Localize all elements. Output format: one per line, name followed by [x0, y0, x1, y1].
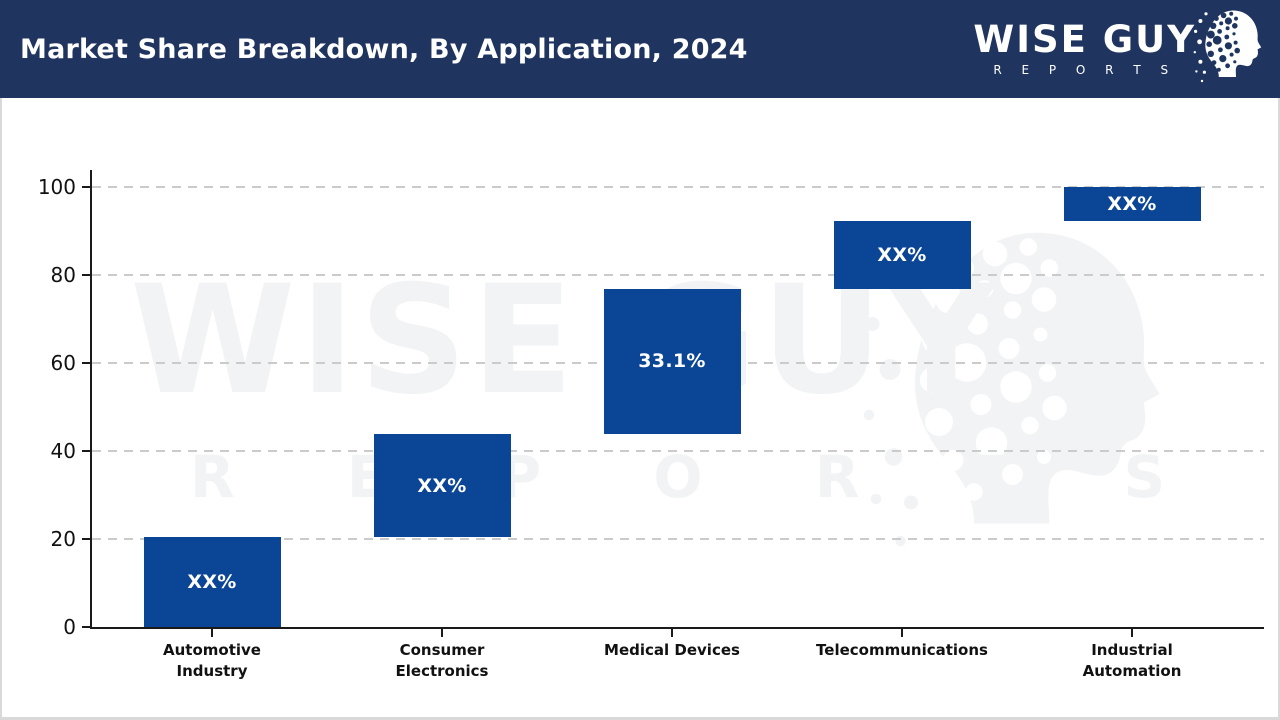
logo-head-icon — [1190, 5, 1270, 93]
bar-segment: XX% — [373, 434, 511, 538]
y-axis-line — [90, 170, 92, 629]
gridline-y-40 — [92, 450, 1264, 452]
bar-segment: XX% — [833, 220, 971, 289]
y-tick-mark — [82, 362, 90, 364]
x-tick-mark — [441, 629, 443, 637]
y-tick-label: 80 — [50, 263, 76, 287]
y-tick-label: 0 — [63, 615, 76, 639]
logo-tagline: R E P O R T S — [993, 63, 1177, 77]
y-tick-label: 60 — [50, 351, 76, 375]
chart-area: WISE GUY R E P O R T S 0 20 40 60 80 100 Autom… — [0, 98, 1280, 720]
x-tick-label: Telecommunications — [816, 641, 988, 659]
gridline-y-100 — [92, 186, 1264, 188]
bar-segment: 33.1% — [603, 288, 741, 435]
bar-value-label: XX% — [187, 571, 237, 594]
header: Market Share Breakdown, By Application, … — [0, 0, 1280, 98]
y-tick-mark — [82, 538, 90, 540]
bar-value-label: XX% — [417, 474, 467, 497]
y-tick-mark — [82, 186, 90, 188]
x-tick-label: Automotive Industry — [163, 641, 261, 680]
bar-value-label: 33.1% — [638, 350, 706, 373]
x-tick-mark — [211, 629, 213, 637]
x-tick-label: Industrial Automation — [1082, 641, 1182, 680]
x-tick-mark — [671, 629, 673, 637]
logo-wordmark-block: WISE GUY R E P O R T S — [973, 21, 1196, 77]
bar-value-label: XX% — [877, 243, 927, 266]
bar-value-label: XX% — [1107, 192, 1157, 215]
y-tick-label: 40 — [50, 439, 76, 463]
bar-segment: XX% — [1063, 187, 1201, 221]
wise-guy-logo: WISE GUY R E P O R T S — [973, 5, 1270, 93]
logo-wordmark: WISE GUY — [973, 18, 1196, 61]
gridline-y-80 — [92, 274, 1264, 276]
y-tick-mark — [82, 274, 90, 276]
y-tick-label: 100 — [37, 175, 76, 199]
x-tick-label: Medical Devices — [604, 641, 740, 659]
x-tick-mark — [901, 629, 903, 637]
x-tick-label: Consumer Electronics — [395, 641, 489, 680]
y-tick-mark — [82, 626, 90, 628]
gridline-y-20 — [92, 538, 1264, 540]
x-axis-line — [90, 627, 1264, 629]
x-tick-mark — [1131, 629, 1133, 637]
bar-segment: XX% — [143, 537, 281, 627]
y-tick-label: 20 — [50, 527, 76, 551]
page-title: Market Share Breakdown, By Application, … — [20, 33, 748, 65]
y-tick-mark — [82, 450, 90, 452]
